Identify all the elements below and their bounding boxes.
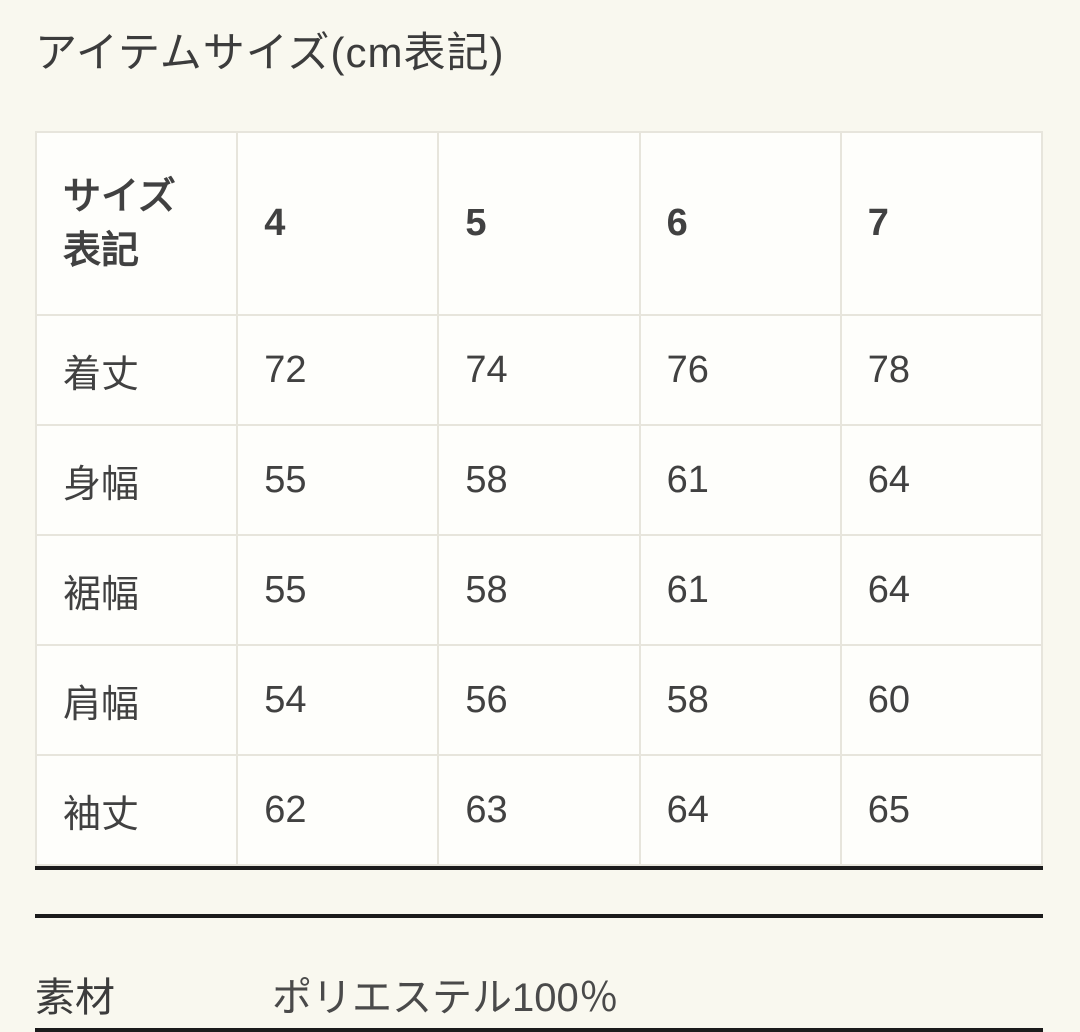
size-value-cell: 58	[437, 534, 641, 646]
size-column-header-5: 5	[437, 131, 641, 316]
size-table: サイズ 表記 4 5 6 7 着丈 72 74 76 78 身幅 55 58 6…	[34, 131, 1044, 866]
page-title: アイテムサイズ(cm表記)	[35, 29, 505, 76]
row-label: 裾幅	[34, 534, 239, 646]
size-value-cell: 56	[437, 644, 641, 756]
table-row-shoulder-width: 肩幅 54 56 58 60	[34, 644, 1044, 756]
size-value-cell: 64	[839, 534, 1044, 646]
size-table-header-row: サイズ 表記 4 5 6 7	[34, 131, 1044, 316]
size-column-header-4: 4	[236, 131, 440, 316]
size-notation-line1: サイズ	[63, 175, 176, 218]
size-value-cell: 63	[437, 754, 641, 866]
size-value-cell: 64	[638, 754, 842, 866]
row-label: 着丈	[34, 314, 239, 426]
size-value-cell: 62	[236, 754, 440, 866]
size-value-cell: 74	[437, 314, 641, 426]
size-value-cell: 76	[638, 314, 842, 426]
size-value-cell: 55	[236, 534, 440, 646]
size-column-header-6: 6	[638, 131, 842, 316]
table-row-hem-width: 裾幅 55 58 61 64	[34, 534, 1044, 646]
divider-line-middle	[35, 914, 1043, 918]
row-label: 袖丈	[34, 754, 239, 866]
material-value: ポリエステル100％	[272, 976, 619, 1020]
size-value-cell: 78	[839, 314, 1044, 426]
size-column-header-7: 7	[839, 131, 1044, 316]
size-value-cell: 64	[839, 424, 1044, 536]
table-row-body-length: 着丈 72 74 76 78	[34, 314, 1044, 426]
size-value-cell: 54	[236, 644, 440, 756]
divider-gap	[35, 870, 1043, 914]
row-label: 身幅	[34, 424, 239, 536]
row-label: 肩幅	[34, 644, 239, 756]
size-value-cell: 61	[638, 424, 842, 536]
size-value-cell: 61	[638, 534, 842, 646]
size-value-cell: 65	[839, 754, 1044, 866]
material-label: 素材	[35, 976, 115, 1020]
size-value-cell: 55	[236, 424, 440, 536]
size-notation-header-cell: サイズ 表記	[34, 131, 239, 316]
size-value-cell: 60	[839, 644, 1044, 756]
material-row: 素材 ポリエステル100％	[35, 918, 1043, 1020]
divider-line-top	[35, 866, 1043, 870]
size-notation-line2: 表記	[63, 229, 140, 272]
size-value-cell: 72	[236, 314, 440, 426]
size-value-cell: 58	[437, 424, 641, 536]
size-guide-section: アイテムサイズ(cm表記) サイズ 表記 4 5 6 7 着丈 72 74 76…	[34, 0, 1044, 1032]
size-value-cell: 58	[638, 644, 842, 756]
table-row-body-width: 身幅 55 58 61 64	[34, 424, 1044, 536]
table-row-sleeve-length: 袖丈 62 63 64 65	[34, 754, 1044, 866]
